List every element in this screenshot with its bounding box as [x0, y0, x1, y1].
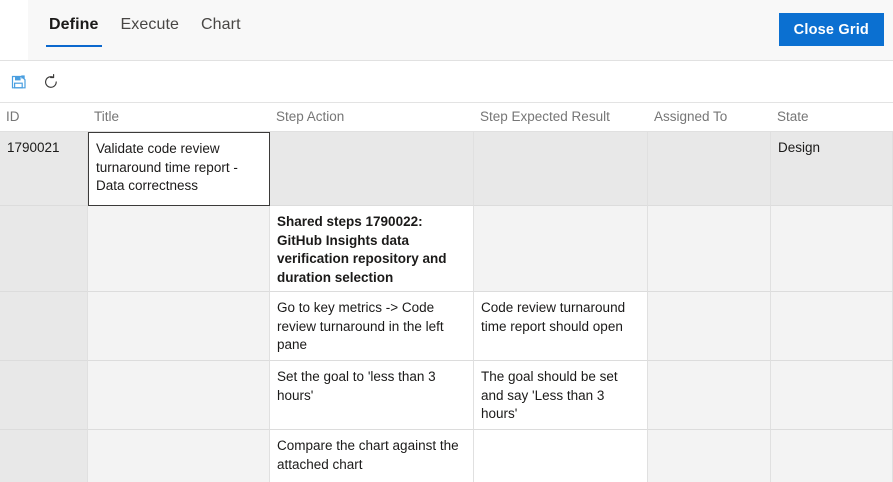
cell-assigned[interactable] — [648, 292, 771, 361]
column-header-id[interactable]: ID — [6, 109, 20, 124]
cell-state[interactable] — [771, 361, 893, 430]
column-header-expected[interactable]: Step Expected Result — [480, 109, 610, 124]
cell-action[interactable]: Compare the chart against the attached c… — [270, 430, 474, 482]
cell-state[interactable] — [771, 206, 893, 292]
column-header-title[interactable]: Title — [94, 109, 120, 124]
cell-expected[interactable] — [474, 430, 648, 482]
cell-expected[interactable] — [474, 206, 648, 292]
cell-title[interactable]: Validate code review turnaround time rep… — [88, 132, 270, 206]
cell-id[interactable] — [0, 361, 88, 430]
column-header-assigned[interactable]: Assigned To — [654, 109, 728, 124]
tab-execute[interactable]: Execute — [120, 16, 180, 33]
cell-assigned[interactable] — [648, 206, 771, 292]
cell-title[interactable] — [88, 361, 270, 430]
cell-expected[interactable]: The goal should be set and say 'Less tha… — [474, 361, 648, 430]
grid-column-headers: ID Title Step Action Step Expected Result As… — [0, 103, 893, 132]
table-row[interactable]: Go to key metrics -> Code review turnaro… — [0, 292, 893, 361]
cell-action[interactable]: Set the goal to 'less than 3 hours' — [270, 361, 474, 430]
cell-id[interactable] — [0, 292, 88, 361]
cell-expected[interactable] — [474, 132, 648, 206]
tab-bar: Define Execute Chart — [38, 0, 252, 60]
cell-id[interactable] — [0, 430, 88, 482]
header-background — [28, 0, 893, 60]
table-row[interactable]: Shared steps 1790022: GitHub Insights da… — [0, 206, 893, 292]
test-steps-grid[interactable]: ID Title Step Action Step Expected Result As… — [0, 103, 893, 482]
column-header-action[interactable]: Step Action — [276, 109, 345, 124]
table-row[interactable]: Compare the chart against the attached c… — [0, 430, 893, 482]
cell-action[interactable]: Shared steps 1790022: GitHub Insights da… — [270, 206, 474, 292]
cell-id[interactable]: 1790021 — [0, 132, 88, 206]
save-icon[interactable] — [8, 71, 30, 93]
table-row[interactable]: Set the goal to 'less than 3 hours' The g… — [0, 361, 893, 430]
cell-state[interactable] — [771, 430, 893, 482]
cell-assigned[interactable] — [648, 430, 771, 482]
cell-expected[interactable]: Code review turnaround time report shoul… — [474, 292, 648, 361]
cell-title[interactable] — [88, 292, 270, 361]
grid-toolbar — [0, 61, 893, 103]
close-grid-button[interactable]: Close Grid — [778, 13, 884, 46]
grid-body: 1790021 Validate code review turnaround t… — [0, 132, 893, 482]
tab-chart[interactable]: Chart — [201, 16, 241, 33]
cell-assigned[interactable] — [648, 132, 771, 206]
cell-title[interactable] — [88, 430, 270, 482]
column-header-state[interactable]: State — [777, 109, 809, 124]
cell-action[interactable] — [270, 132, 474, 206]
refresh-icon[interactable] — [40, 71, 62, 93]
cell-action[interactable]: Go to key metrics -> Code review turnaro… — [270, 292, 474, 361]
tab-define[interactable]: Define — [38, 0, 110, 47]
cell-state[interactable]: Design — [771, 132, 893, 206]
cell-id[interactable] — [0, 206, 88, 292]
page-header: Define Execute Chart Close Grid — [0, 0, 893, 61]
table-row[interactable]: 1790021 Validate code review turnaround t… — [0, 132, 893, 206]
cell-state[interactable] — [771, 292, 893, 361]
cell-assigned[interactable] — [648, 361, 771, 430]
cell-title[interactable] — [88, 206, 270, 292]
